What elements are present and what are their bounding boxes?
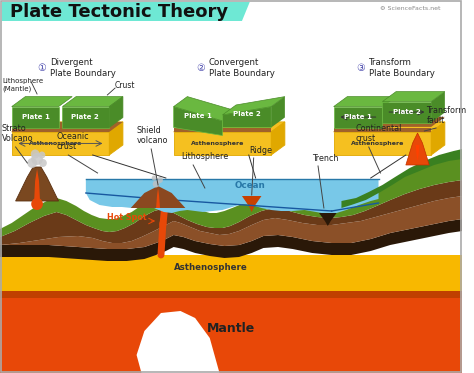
- Text: Trench: Trench: [312, 154, 338, 163]
- Text: Convergent
Plate Boundary: Convergent Plate Boundary: [209, 58, 274, 78]
- Polygon shape: [156, 188, 160, 208]
- Polygon shape: [63, 97, 123, 107]
- Polygon shape: [334, 122, 396, 132]
- Polygon shape: [0, 196, 463, 249]
- Polygon shape: [334, 132, 431, 155]
- Polygon shape: [416, 145, 419, 161]
- Polygon shape: [137, 311, 219, 373]
- Polygon shape: [131, 186, 185, 208]
- Text: Plate 1: Plate 1: [344, 114, 372, 120]
- Text: Hot Spot: Hot Spot: [107, 213, 147, 223]
- Polygon shape: [12, 132, 109, 155]
- Polygon shape: [173, 107, 222, 135]
- Polygon shape: [173, 132, 271, 155]
- Text: Plate Tectonic Theory: Plate Tectonic Theory: [10, 3, 228, 21]
- Polygon shape: [12, 107, 58, 128]
- Polygon shape: [319, 213, 337, 226]
- Text: Lithosphere: Lithosphere: [182, 152, 229, 161]
- Polygon shape: [222, 97, 285, 115]
- Polygon shape: [0, 180, 463, 245]
- Polygon shape: [12, 128, 109, 132]
- Polygon shape: [12, 122, 123, 132]
- Polygon shape: [334, 122, 445, 132]
- Polygon shape: [383, 92, 445, 101]
- Circle shape: [153, 181, 160, 188]
- Polygon shape: [242, 196, 262, 212]
- Polygon shape: [334, 128, 431, 132]
- Text: Transform
fault: Transform fault: [426, 106, 466, 125]
- Text: Asthenosphere: Asthenosphere: [351, 141, 404, 146]
- Circle shape: [39, 159, 47, 167]
- Polygon shape: [271, 122, 285, 155]
- Polygon shape: [12, 122, 72, 132]
- Text: Crust: Crust: [115, 81, 136, 91]
- Text: ②: ②: [196, 63, 205, 73]
- Text: Plate 1: Plate 1: [184, 113, 212, 119]
- Polygon shape: [406, 133, 429, 165]
- Polygon shape: [271, 97, 285, 128]
- Polygon shape: [334, 97, 396, 107]
- Text: Asthenosphere: Asthenosphere: [173, 263, 247, 273]
- Text: Shield
volcano: Shield volcano: [137, 126, 168, 145]
- Circle shape: [31, 150, 39, 159]
- Polygon shape: [0, 293, 463, 373]
- Circle shape: [31, 198, 43, 210]
- Text: Plate 2: Plate 2: [233, 111, 261, 117]
- Polygon shape: [222, 107, 271, 128]
- Polygon shape: [63, 122, 123, 132]
- Polygon shape: [0, 291, 463, 298]
- Polygon shape: [383, 101, 431, 122]
- Text: Plate 2: Plate 2: [393, 109, 421, 115]
- Polygon shape: [63, 107, 109, 128]
- Text: ①: ①: [37, 63, 46, 73]
- Polygon shape: [16, 167, 58, 201]
- Polygon shape: [431, 122, 445, 155]
- Polygon shape: [12, 97, 72, 107]
- Text: Asthenosphere: Asthenosphere: [191, 141, 244, 146]
- Polygon shape: [431, 92, 445, 122]
- Circle shape: [38, 151, 46, 159]
- Polygon shape: [109, 122, 123, 155]
- Text: Transform
Plate Boundary: Transform Plate Boundary: [369, 58, 435, 78]
- Polygon shape: [86, 179, 379, 214]
- Text: Plate 2: Plate 2: [71, 114, 99, 120]
- Text: Lithosphere
(Mantle): Lithosphere (Mantle): [2, 78, 43, 92]
- Text: Oceanic
crust: Oceanic crust: [56, 132, 89, 151]
- Text: Asthenosphere: Asthenosphere: [29, 141, 82, 146]
- Polygon shape: [34, 169, 40, 201]
- Text: ⚙ ScienceFacts.net: ⚙ ScienceFacts.net: [381, 6, 441, 10]
- Text: Ocean: Ocean: [234, 181, 265, 189]
- Polygon shape: [173, 97, 236, 121]
- Text: ③: ③: [356, 63, 365, 73]
- Polygon shape: [173, 128, 271, 132]
- Polygon shape: [2, 2, 250, 21]
- Text: Plate 1: Plate 1: [22, 114, 50, 120]
- Text: Continental
crust: Continental crust: [355, 123, 401, 143]
- Polygon shape: [0, 219, 463, 261]
- Polygon shape: [334, 107, 383, 128]
- Polygon shape: [383, 117, 445, 127]
- Text: Ridge: Ridge: [250, 146, 273, 155]
- Circle shape: [157, 177, 163, 183]
- Circle shape: [27, 158, 37, 168]
- Circle shape: [31, 153, 43, 165]
- Polygon shape: [0, 158, 463, 237]
- Polygon shape: [341, 149, 463, 208]
- Polygon shape: [0, 255, 463, 295]
- Text: Divergent
Plate Boundary: Divergent Plate Boundary: [50, 58, 116, 78]
- Circle shape: [152, 176, 156, 181]
- Polygon shape: [109, 97, 123, 128]
- Text: Strato
Volcano: Strato Volcano: [2, 123, 34, 143]
- Text: Mantle: Mantle: [207, 322, 255, 335]
- Polygon shape: [173, 122, 285, 132]
